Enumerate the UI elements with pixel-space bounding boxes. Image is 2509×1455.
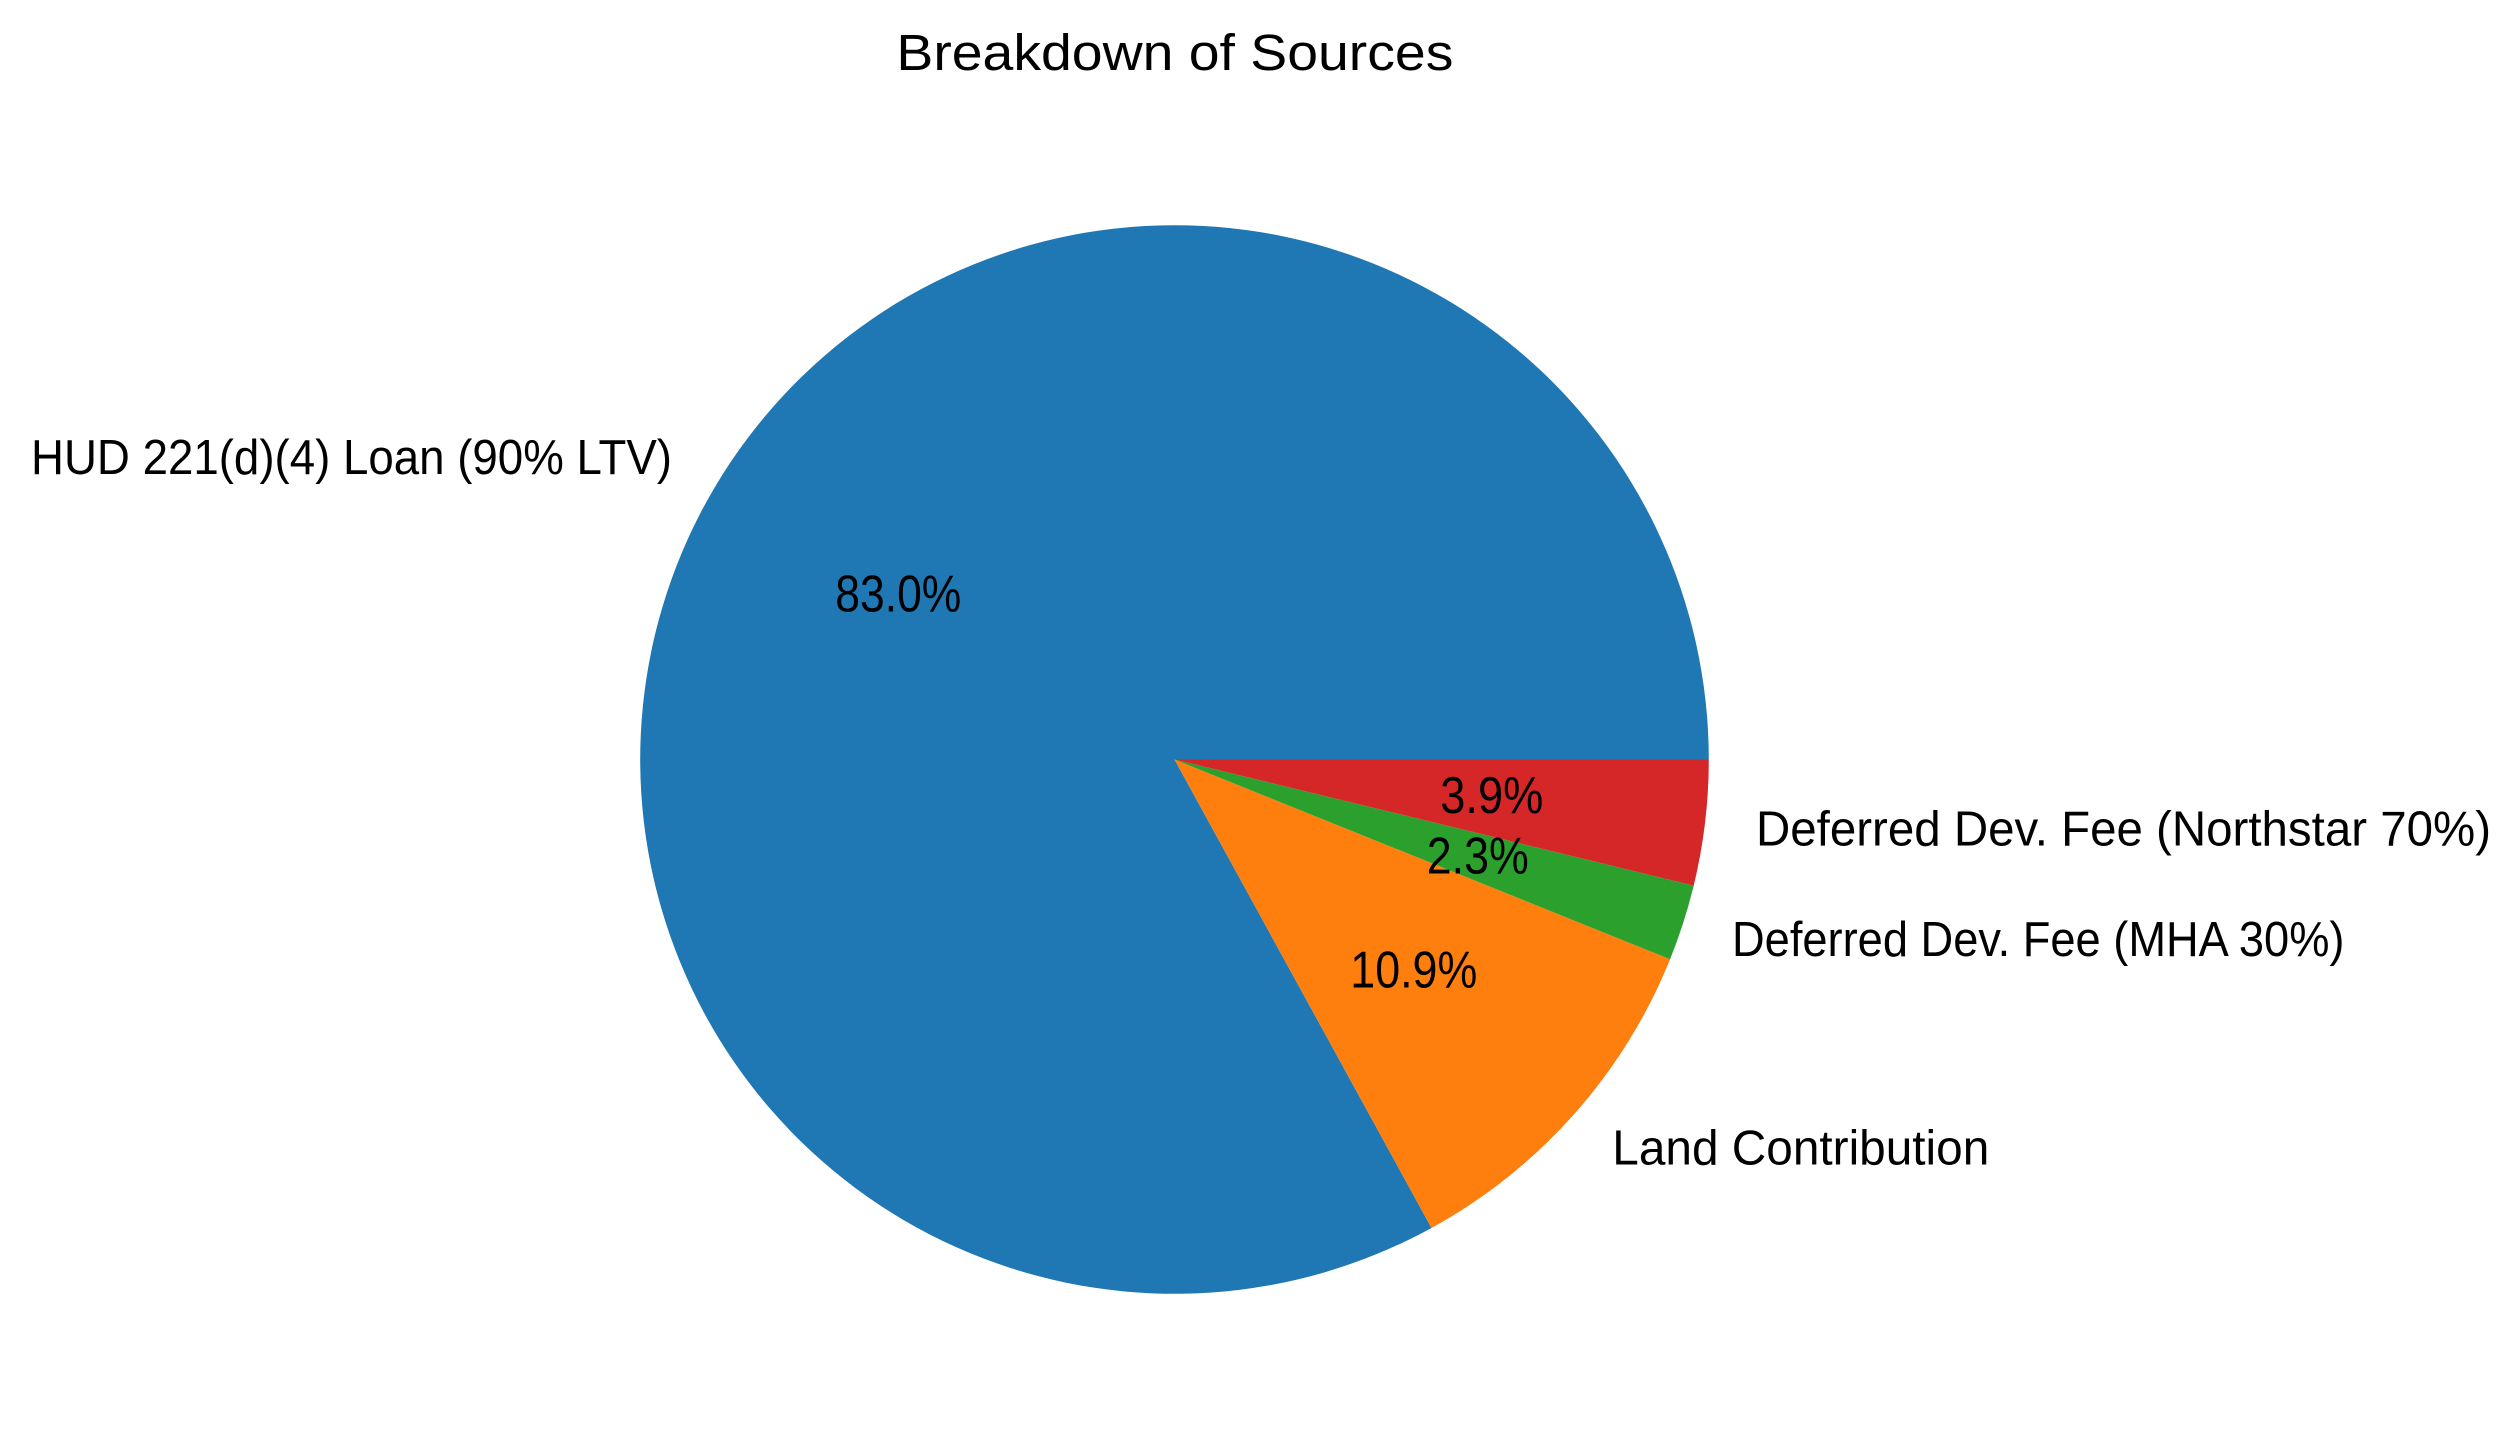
svg-text:83.0%: 83.0% bbox=[835, 566, 961, 624]
svg-text:Deferred Dev. Fee (Northstar 7: Deferred Dev. Fee (Northstar 70%) bbox=[1756, 802, 2491, 856]
svg-text:2.3%: 2.3% bbox=[1427, 827, 1529, 885]
svg-text:3.9%: 3.9% bbox=[1440, 767, 1543, 825]
svg-text:HUD 221(d)(4) Loan (90% LTV): HUD 221(d)(4) Loan (90% LTV) bbox=[31, 431, 672, 485]
svg-text:10.9%: 10.9% bbox=[1350, 942, 1477, 1000]
svg-text:Land Contribution: Land Contribution bbox=[1612, 1122, 1989, 1176]
svg-text:Breakdown of Sources: Breakdown of Sources bbox=[896, 24, 1453, 81]
svg-text:Deferred Dev. Fee (MHA 30%): Deferred Dev. Fee (MHA 30%) bbox=[1732, 913, 2345, 967]
